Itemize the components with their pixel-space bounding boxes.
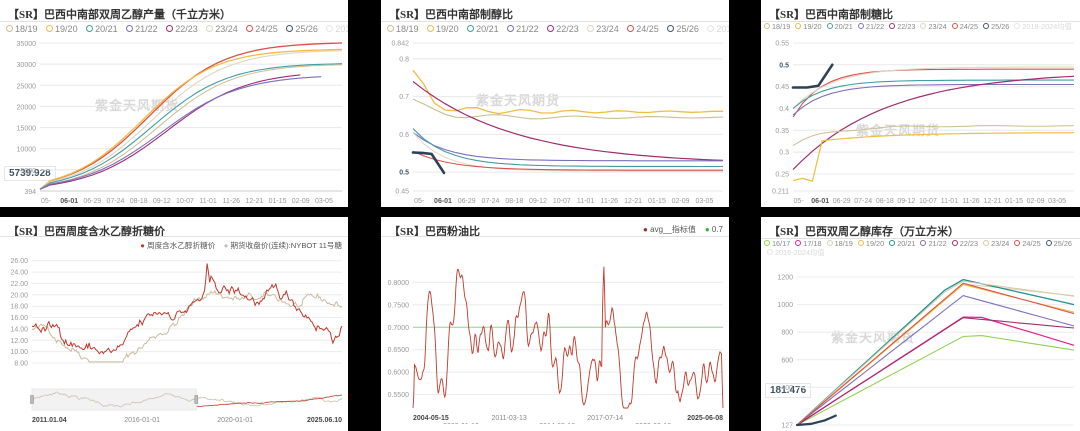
svg-text:0.5: 0.5	[779, 62, 789, 69]
svg-text:06-01: 06-01	[60, 198, 78, 205]
svg-text:2025.06.10: 2025.06.10	[307, 417, 342, 424]
svg-text:06-29: 06-29	[83, 198, 101, 205]
svg-text:0.5500: 0.5500	[388, 392, 410, 399]
svg-text:07-24: 07-24	[107, 198, 125, 205]
svg-text:14.00: 14.00	[10, 326, 28, 333]
svg-text:03-05: 03-05	[1048, 198, 1066, 205]
svg-text:08-18: 08-18	[505, 198, 523, 205]
svg-text:2017-07-14: 2017-07-14	[587, 415, 623, 422]
svg-text:10-07: 10-07	[919, 198, 937, 205]
svg-text:394: 394	[24, 189, 36, 196]
svg-text:0.4: 0.4	[779, 106, 789, 113]
svg-text:0.55: 0.55	[775, 41, 789, 48]
svg-text:0.35: 0.35	[775, 128, 789, 135]
svg-text:35000: 35000	[17, 41, 37, 48]
svg-text:127: 127	[781, 423, 793, 430]
svg-text:0.842: 0.842	[391, 41, 409, 48]
svg-text:09-12: 09-12	[897, 198, 915, 205]
svg-text:11-01: 11-01	[199, 198, 216, 205]
svg-text:02-09: 02-09	[292, 198, 310, 205]
svg-text:0.5: 0.5	[399, 170, 409, 177]
svg-text:2016-01-01: 2016-01-01	[124, 417, 160, 424]
svg-text:2020-01-01: 2020-01-01	[217, 417, 253, 424]
svg-text:09-12: 09-12	[153, 198, 171, 205]
svg-text:08-18: 08-18	[130, 198, 148, 205]
svg-text:05-: 05-	[794, 198, 805, 205]
svg-text:24.00: 24.00	[10, 270, 28, 277]
svg-text:05-: 05-	[41, 198, 52, 205]
svg-text:2014-05-13: 2014-05-13	[539, 423, 575, 424]
svg-text:03-05: 03-05	[695, 198, 713, 205]
svg-text:11-01: 11-01	[941, 198, 958, 205]
svg-text:400: 400	[781, 385, 793, 392]
svg-text:20.00: 20.00	[10, 292, 28, 299]
svg-text:11-26: 11-26	[962, 198, 979, 205]
svg-text:12.00: 12.00	[10, 338, 28, 345]
svg-text:02-09: 02-09	[672, 198, 690, 205]
svg-text:0.8: 0.8	[399, 56, 409, 63]
svg-text:0.6500: 0.6500	[388, 347, 410, 354]
svg-text:25000: 25000	[17, 83, 37, 90]
svg-text:0.45: 0.45	[395, 189, 409, 196]
svg-text:22.00: 22.00	[10, 281, 28, 288]
svg-text:0.8000: 0.8000	[388, 280, 410, 287]
svg-text:06-29: 06-29	[458, 198, 476, 205]
svg-text:20000: 20000	[17, 104, 37, 111]
svg-text:0.45: 0.45	[775, 84, 789, 91]
svg-text:800: 800	[781, 330, 793, 337]
svg-text:2011.01.04: 2011.01.04	[32, 417, 67, 424]
svg-text:12-21: 12-21	[984, 198, 1002, 205]
svg-text:03-05: 03-05	[315, 198, 333, 205]
svg-text:18.00: 18.00	[10, 304, 28, 311]
svg-text:15000: 15000	[17, 126, 37, 133]
svg-text:0.211: 0.211	[772, 189, 789, 196]
svg-text:08-18: 08-18	[876, 198, 894, 205]
svg-text:01-15: 01-15	[269, 198, 287, 205]
svg-text:01-15: 01-15	[648, 198, 666, 205]
svg-text:1200: 1200	[777, 275, 793, 282]
svg-text:09-12: 09-12	[529, 198, 547, 205]
svg-text:10-07: 10-07	[176, 198, 194, 205]
svg-text:07-24: 07-24	[482, 198, 500, 205]
svg-text:0.7500: 0.7500	[388, 302, 410, 309]
svg-text:8.00: 8.00	[14, 361, 28, 368]
svg-text:2011-03-13: 2011-03-13	[491, 415, 526, 422]
svg-text:06-29: 06-29	[833, 198, 851, 205]
svg-text:05-: 05-	[414, 198, 425, 205]
svg-text:01-15: 01-15	[1005, 198, 1023, 205]
svg-text:06-01: 06-01	[434, 198, 452, 205]
svg-text:0.6000: 0.6000	[388, 370, 410, 377]
svg-text:11-26: 11-26	[223, 198, 240, 205]
svg-text:2020-09-13: 2020-09-13	[635, 423, 671, 424]
svg-text:26.00: 26.00	[10, 258, 28, 265]
svg-text:16.00: 16.00	[10, 315, 28, 322]
svg-text:11-26: 11-26	[601, 198, 618, 205]
svg-text:0.3: 0.3	[779, 150, 789, 157]
svg-text:1000: 1000	[777, 302, 793, 309]
svg-text:2004-05-15: 2004-05-15	[413, 415, 449, 422]
svg-text:30000: 30000	[17, 62, 37, 69]
svg-text:2025-06-08: 2025-06-08	[687, 415, 723, 422]
svg-text:10-07: 10-07	[553, 198, 571, 205]
svg-text:10.00: 10.00	[10, 349, 28, 356]
svg-text:12-21: 12-21	[624, 198, 642, 205]
svg-text:02-09: 02-09	[1027, 198, 1045, 205]
svg-text:11-01: 11-01	[577, 198, 594, 205]
svg-text:06-01: 06-01	[811, 198, 829, 205]
svg-text:0.6: 0.6	[399, 132, 409, 139]
svg-text:07-24: 07-24	[854, 198, 872, 205]
svg-text:5000: 5000	[20, 168, 36, 175]
svg-text:10000: 10000	[17, 147, 37, 154]
svg-text:0.7000: 0.7000	[388, 325, 410, 332]
svg-text:600: 600	[781, 357, 793, 364]
svg-text:0.25: 0.25	[775, 172, 789, 179]
svg-text:2008-01-10: 2008-01-10	[443, 423, 479, 424]
svg-text:0.7: 0.7	[399, 94, 409, 101]
svg-text:12-21: 12-21	[245, 198, 263, 205]
